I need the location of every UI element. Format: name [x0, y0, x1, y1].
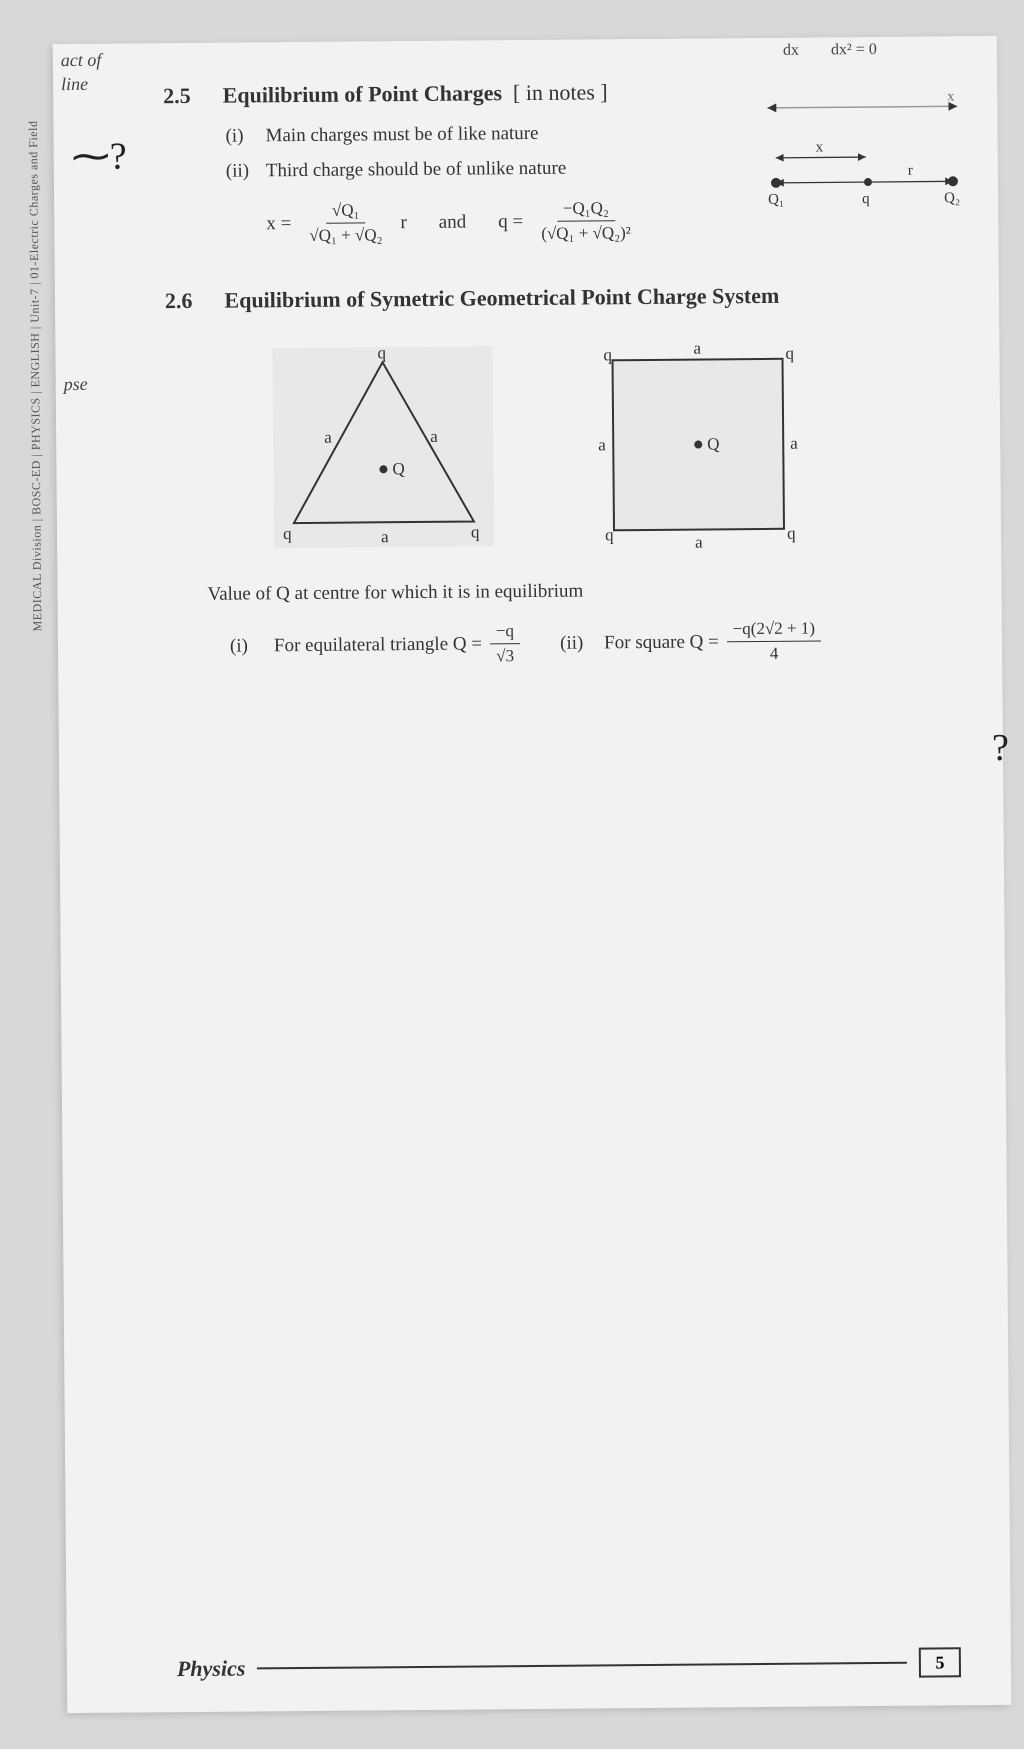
line-charge-diagram: x Q₁ q Q₂ x r	[757, 86, 968, 218]
margin-line: line	[61, 74, 88, 95]
section-number-26: 2.6	[165, 287, 219, 313]
item-ii-text: Third charge should be of unlike nature	[266, 154, 567, 185]
svg-text:a: a	[693, 338, 701, 357]
footer-rule	[257, 1662, 907, 1670]
svg-text:q: q	[605, 525, 614, 544]
svg-text:Q: Q	[707, 434, 719, 453]
caption-value-Q: Value of Q at centre for which it is in …	[207, 577, 951, 605]
svg-text:a: a	[381, 527, 389, 546]
svg-text:q: q	[283, 524, 292, 543]
roman-res-i: (i)	[230, 635, 266, 657]
result-i: (i) For equilateral triangle Q = −q √3	[230, 621, 521, 669]
svg-text:q: q	[377, 343, 386, 362]
q-fraction: −Q₁Q₂ (√Q₁ + √Q₂)²	[535, 198, 637, 245]
section-2-6-heading: 2.6 Equilibrium of Symetric Geometrical …	[165, 281, 949, 314]
svg-text:a: a	[324, 428, 332, 447]
label-r: r	[908, 163, 913, 179]
page-number: 5	[919, 1647, 961, 1677]
page: MEDICAL Division | BOSC-ED | PHYSICS | E…	[53, 36, 1012, 1713]
label-x: x	[816, 139, 824, 155]
section-title-26: Equilibrium of Symetric Geometrical Poin…	[224, 283, 779, 313]
x-eq: x =	[266, 213, 291, 235]
x-fraction: √Q₁ √Q₁ + √Q₂	[303, 200, 389, 247]
label-Q2: Q₂	[944, 190, 960, 206]
margin-pse: pse	[64, 374, 88, 395]
frag-dx2: dx² = 0	[831, 41, 877, 58]
svg-text:q: q	[603, 345, 612, 364]
frag-dx: dx	[783, 42, 799, 59]
svg-text:a: a	[790, 433, 798, 452]
publisher-strip: MEDICAL Division | BOSC-ED | PHYSICS | E…	[26, 120, 45, 631]
hook-icon: ⁓?	[72, 134, 127, 179]
res-ii-text: For square Q =	[604, 631, 719, 654]
res-i-frac: −q √3	[490, 621, 520, 667]
result-ii: (ii) For square Q = −q(2√2 + 1) 4	[560, 618, 821, 666]
label-q: q	[862, 191, 870, 207]
and-label: and	[439, 211, 467, 233]
svg-text:a: a	[695, 532, 703, 550]
hand-note: [ in notes ]	[513, 79, 608, 105]
svg-text:a: a	[430, 427, 438, 446]
res-i-text: For equilateral triangle Q =	[274, 633, 482, 657]
page-footer: Physics 5	[177, 1647, 961, 1684]
svg-text:q: q	[785, 343, 794, 362]
item-i-text: Main charges must be of like nature	[265, 120, 538, 151]
res-ii-frac: −q(2√2 + 1) 4	[727, 618, 822, 665]
label-Q1: Q₁	[768, 192, 784, 208]
hook-icon-2: ?	[992, 726, 1009, 770]
svg-text:a: a	[598, 435, 606, 454]
square-diagram: Q q q q q a a a a	[587, 338, 809, 550]
footer-subject: Physics	[177, 1656, 246, 1683]
roman-i: (i)	[225, 122, 265, 151]
q-eq: q =	[498, 211, 523, 233]
diagram-row: Q q q q a a a Q q q q q a a a a	[267, 337, 951, 553]
triangle-diagram: Q q q q a a a	[267, 341, 499, 553]
handwriting-top: dx dx² = 0	[783, 41, 877, 60]
roman-res-ii: (ii)	[560, 632, 596, 654]
svg-text:x: x	[947, 89, 954, 104]
section-title: Equilibrium of Point Charges	[223, 80, 503, 107]
section-number: 2.5	[163, 83, 217, 109]
svg-text:Q: Q	[392, 459, 404, 478]
svg-text:q: q	[471, 522, 480, 541]
r-suffix: r	[400, 212, 407, 234]
margin-act-of: act of	[61, 50, 102, 71]
roman-ii: (ii)	[226, 157, 266, 186]
result-row: (i) For equilateral triangle Q = −q √3 (…	[230, 617, 952, 669]
svg-text:q: q	[787, 523, 796, 542]
